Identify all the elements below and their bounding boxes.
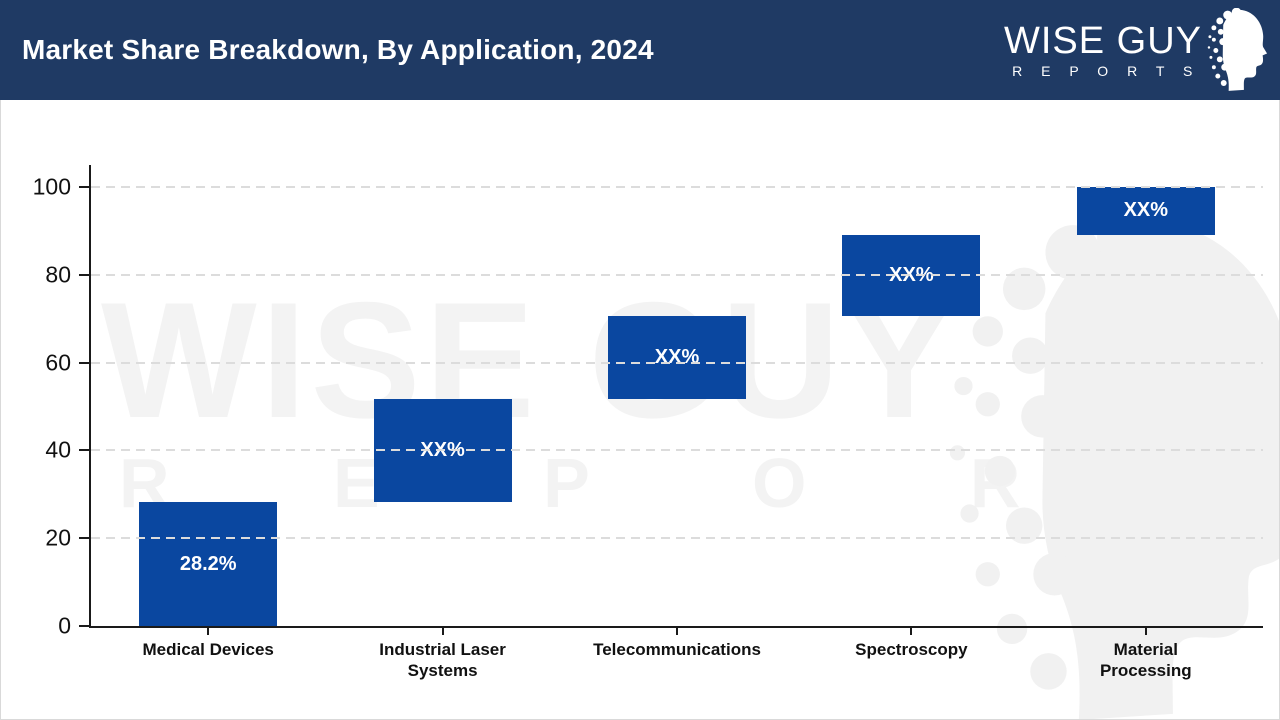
wise-guy-logo: WISE GUY R E P O R T S xyxy=(1004,0,1270,100)
y-axis-tick-label: 80 xyxy=(45,261,71,288)
y-axis-tick-mark xyxy=(79,625,89,627)
waterfall-bar-1: 28.2% xyxy=(139,502,278,626)
gridline-60 xyxy=(91,361,1263,364)
bar-value-label: 28.2% xyxy=(179,552,237,575)
x-axis-tick-mark xyxy=(441,626,444,635)
y-axis-tick-mark xyxy=(79,273,89,276)
x-axis-category-label: Telecommunications xyxy=(593,640,761,659)
x-axis-category-label: Medical Devices xyxy=(142,640,274,659)
x-axis-category-label: Spectroscopy xyxy=(855,640,968,659)
gridline-100 xyxy=(91,185,1263,188)
y-axis-tick-label: 0 xyxy=(58,612,71,639)
logo-text: WISE GUY R E P O R T S xyxy=(1004,22,1202,78)
waterfall-bar-5: XX% xyxy=(1076,186,1215,235)
gridline-80 xyxy=(91,273,1263,276)
x-axis-category-label: Material Processing xyxy=(1099,640,1192,681)
header: Market Share Breakdown, By Application, … xyxy=(0,0,1280,100)
bar-value-label: XX% xyxy=(1123,199,1169,222)
y-axis-tick-mark xyxy=(79,361,89,364)
face-profile-icon xyxy=(1207,8,1268,91)
gridline-20 xyxy=(91,537,1263,540)
bar-value-label: XX% xyxy=(654,345,700,368)
x-axis-tick-mark xyxy=(207,626,210,635)
x-axis-tick-mark xyxy=(910,626,913,635)
x-axis-category-label: Industrial Laser Systems xyxy=(379,640,506,681)
y-axis-tick-label: 40 xyxy=(45,436,71,463)
y-axis-tick-label: 20 xyxy=(45,524,71,551)
y-axis-tick-mark xyxy=(79,449,89,452)
y-axis-tick-mark xyxy=(79,185,89,188)
x-axis-tick-mark xyxy=(1144,626,1147,635)
waterfall-bar-3: XX% xyxy=(608,315,746,399)
chart-area: WISE GUY R E P O R T S 02040608010028.2%… xyxy=(0,100,1280,720)
logo-subtext: R E P O R T S xyxy=(1012,63,1200,79)
x-axis-tick-mark xyxy=(676,626,678,635)
plot-area: 0 20 40 60 80 100 28.2% Medical Devices XX% Indus… xyxy=(33,165,1263,680)
page-title: Market Share Breakdown, By Application, … xyxy=(22,34,654,65)
y-axis-tick-label: 60 xyxy=(45,349,71,376)
logo-wordmark: WISE GUY xyxy=(1003,20,1202,62)
y-axis-tick-mark xyxy=(79,537,89,540)
y-axis-tick-label: 100 xyxy=(32,173,71,200)
gridline-40 xyxy=(91,449,1263,452)
